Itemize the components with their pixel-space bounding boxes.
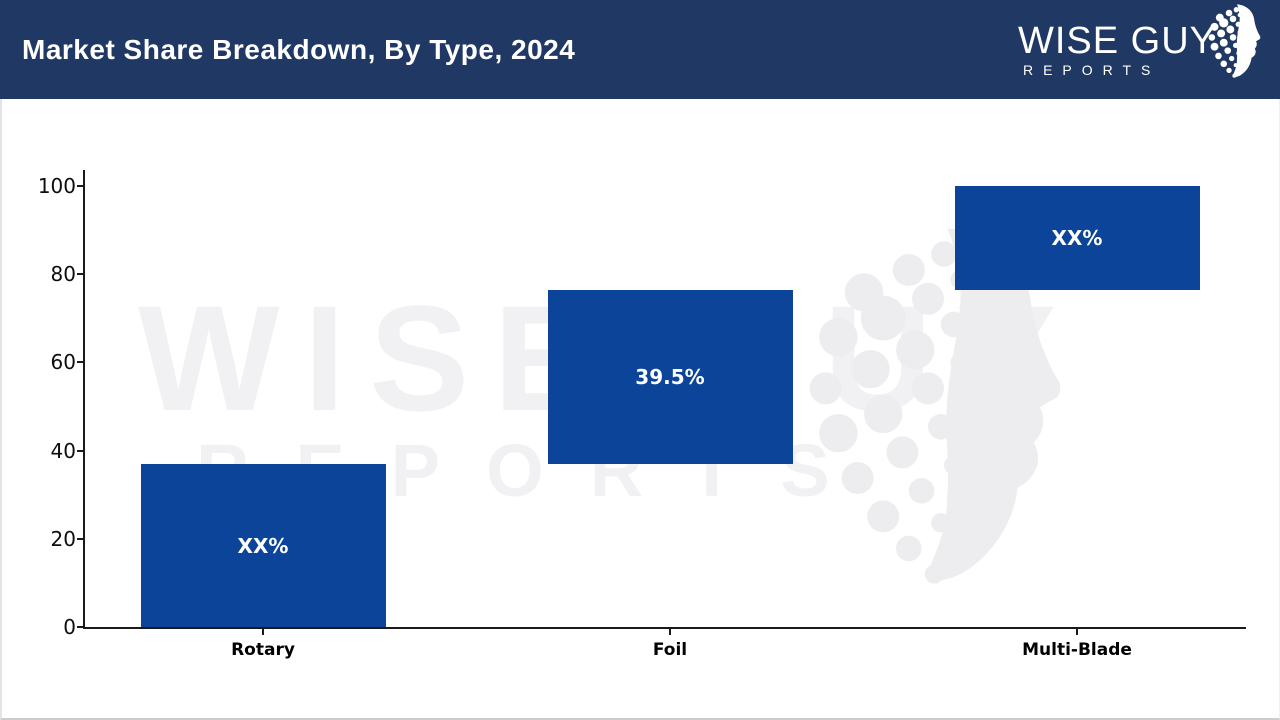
gridline-20: [86, 538, 1246, 540]
bar-value-label: 39.5%: [635, 365, 705, 390]
bar-value-label: XX%: [1051, 226, 1103, 251]
x-tick-mark-1: [669, 627, 671, 635]
x-tick-mark-0: [262, 627, 264, 635]
y-tick-mark-40: [77, 449, 85, 452]
logo-head-icon: [1200, 3, 1266, 93]
y-tick-label-80: 80: [50, 262, 76, 287]
bar-value-label: XX%: [237, 533, 289, 558]
y-tick-label-100: 100: [37, 174, 76, 198]
y-axis-line: [83, 170, 85, 629]
header-bar: Market Share Breakdown, By Type, 2024 WI…: [0, 0, 1280, 99]
page-title: Market Share Breakdown, By Type, 2024: [22, 33, 576, 65]
y-tick-label-20: 20: [50, 526, 76, 551]
x-axis-line: [83, 627, 1246, 629]
y-tick-mark-100: [77, 185, 85, 187]
x-category-label-2: Multi-Blade: [1022, 640, 1132, 660]
y-tick-label-40: 40: [50, 438, 76, 463]
gridline-80: [86, 273, 1246, 275]
gridline-40: [86, 450, 1246, 452]
bar-foil: 39.5%: [547, 290, 793, 465]
bar-rotary: XX%: [140, 464, 386, 627]
gridline-100: [86, 185, 1246, 187]
wise-guy-logo: WISE GUY REPORTS: [1017, 3, 1266, 94]
y-tick-mark-60: [77, 361, 85, 364]
bar-multi-blade: XX%: [954, 186, 1200, 291]
y-tick-mark-20: [77, 537, 85, 540]
x-tick-mark-2: [1076, 627, 1078, 635]
y-tick-label-0: 0: [63, 615, 76, 639]
y-tick-label-60: 60: [50, 350, 76, 375]
x-category-label-1: Foil: [652, 640, 688, 660]
y-tick-mark-80: [77, 273, 85, 276]
logo-text: WISE GUY REPORTS: [1017, 19, 1216, 79]
logo-name-text: WISE GUY: [1017, 19, 1216, 62]
gridline-60: [86, 361, 1246, 363]
x-category-label-0: Rotary: [231, 640, 295, 660]
logo-reports-text: REPORTS: [1022, 62, 1161, 79]
y-tick-mark-0: [77, 626, 85, 628]
